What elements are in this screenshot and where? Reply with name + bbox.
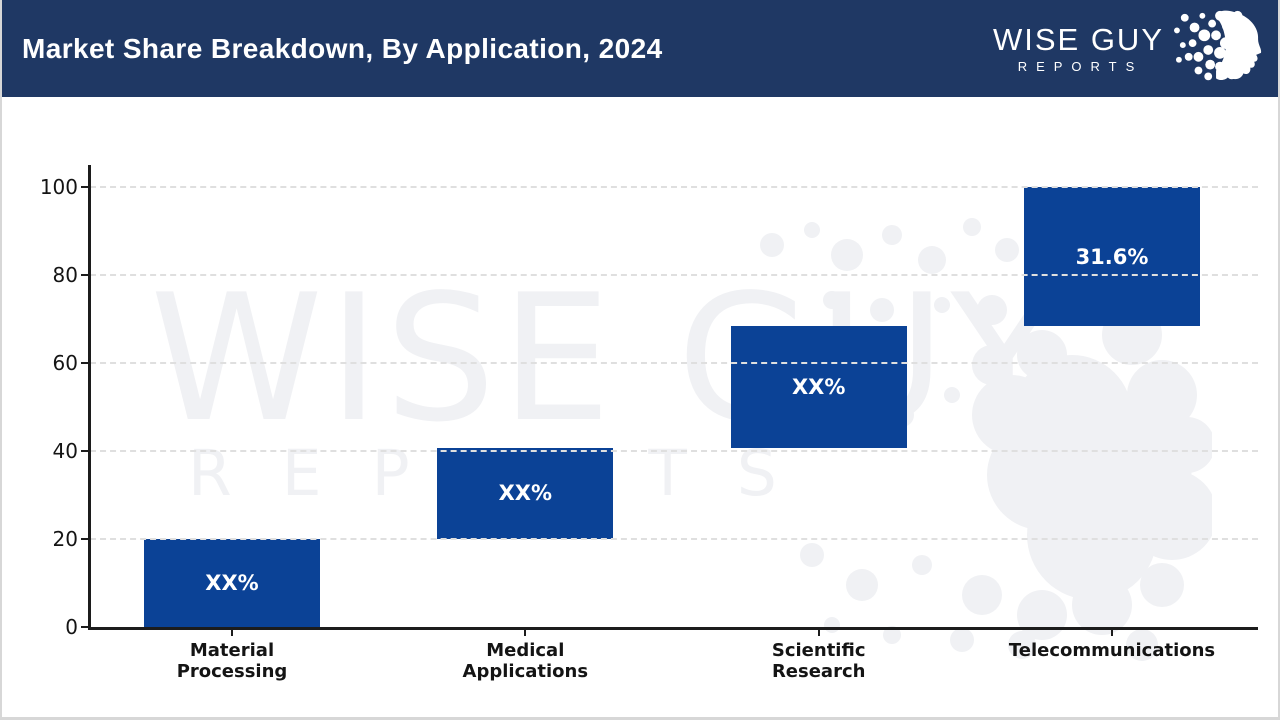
y-tick-mark-20 — [81, 538, 90, 540]
x-category-label: Material Processing — [176, 640, 288, 682]
y-tick-label-0: 0 — [65, 615, 78, 639]
brand-logo: WISE GUY REPORTS — [993, 6, 1268, 92]
bar-material-processing: XX% — [144, 539, 320, 627]
bar-value-label: XX% — [791, 374, 846, 399]
bar-value-label: 31.6% — [1075, 244, 1149, 269]
x-category-label: Telecommunications — [1008, 640, 1216, 661]
brand-logo-subtitle: REPORTS — [1017, 59, 1144, 74]
y-axis-line — [88, 165, 91, 630]
y-tick-mark-60 — [81, 362, 90, 364]
waterfall-chart: XX% XX% XX% 31.6% 0 20 40 60 80 100 Material Proce… — [2, 97, 1278, 717]
y-tick-label-100: 100 — [39, 175, 78, 199]
x-tick-mark-3 — [817, 630, 820, 636]
bar-medical-applications: XX% — [437, 447, 614, 539]
x-tick-mark-2 — [524, 630, 527, 636]
x-category-label: Medical Applications — [462, 640, 589, 682]
x-category-label: Scientific Research — [771, 640, 866, 682]
y-tick-mark-100 — [81, 186, 90, 188]
gridline-60 — [90, 362, 1258, 364]
gridline-20 — [90, 538, 1258, 540]
y-tick-mark-40 — [81, 450, 90, 452]
brand-logo-face-icon — [1174, 10, 1262, 80]
y-tick-label-20: 20 — [52, 527, 78, 551]
y-tick-mark-0 — [81, 626, 90, 628]
x-tick-mark-4 — [1111, 630, 1113, 636]
x-tick-mark-1 — [231, 630, 233, 636]
gridline-80 — [90, 274, 1258, 276]
y-tick-label-60: 60 — [52, 351, 78, 375]
bar-value-label: XX% — [498, 481, 553, 506]
gridline-40 — [90, 450, 1258, 452]
brand-logo-name: WISE GUY — [992, 22, 1164, 57]
x-axis-line — [88, 627, 1258, 630]
bar-telecommunications: 31.6% — [1024, 187, 1200, 327]
page-title: Market Share Breakdown, By Application, … — [22, 32, 663, 64]
y-tick-label-40: 40 — [52, 439, 78, 463]
gridline-100 — [90, 186, 1258, 188]
y-tick-mark-80 — [81, 274, 90, 276]
y-tick-label-80: 80 — [52, 263, 78, 287]
bar-value-label: XX% — [205, 571, 259, 595]
brand-logo-text: WISE GUY REPORTS — [993, 24, 1164, 73]
bar-scientific-research: XX% — [730, 326, 907, 448]
header-bar: Market Share Breakdown, By Application, … — [2, 0, 1278, 97]
